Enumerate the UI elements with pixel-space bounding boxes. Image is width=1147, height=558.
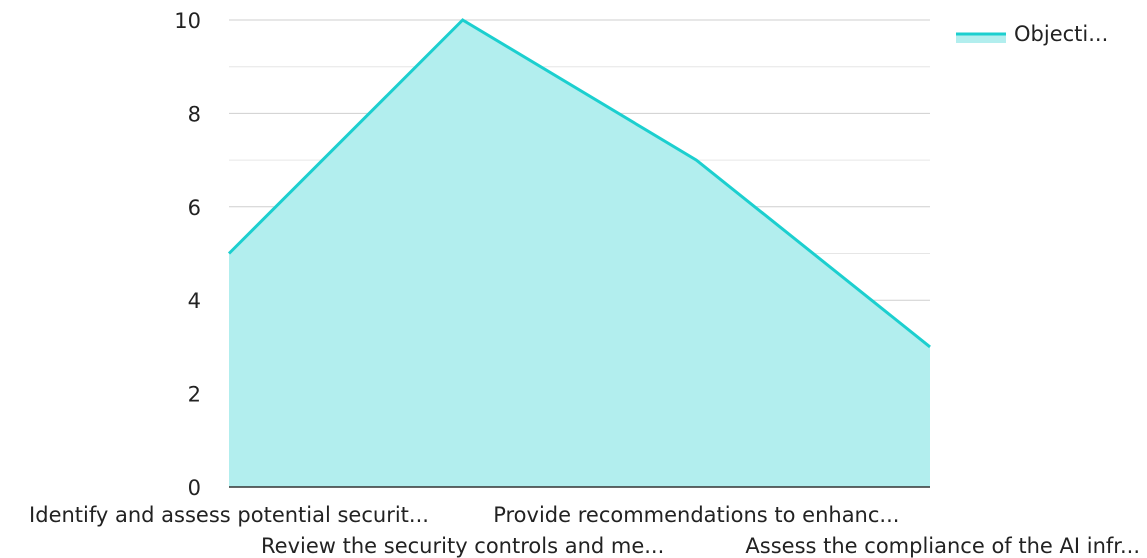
x-tick-label: Review the security controls and me... (261, 534, 664, 558)
y-tick-label: 8 (188, 102, 201, 126)
x-axis-ticks: Identify and assess potential securit...… (29, 503, 1140, 558)
y-tick-label: 6 (188, 196, 201, 220)
y-axis-ticks: 0 2 4 6 8 10 (174, 9, 201, 500)
y-tick-label: 4 (188, 289, 201, 313)
series-area-layer (227, 18, 931, 487)
legend-swatch-fill (956, 34, 1006, 43)
legend-label: Objecti... (1014, 22, 1108, 46)
y-tick-label: 0 (188, 476, 201, 500)
x-tick-label: Assess the compliance of the AI infr... (745, 534, 1140, 558)
y-tick-label: 2 (188, 383, 201, 407)
legend: Objecti... (956, 22, 1108, 46)
series-line (227, 18, 931, 349)
x-tick-label: Identify and assess potential securit... (29, 503, 429, 527)
series-area-fill (229, 20, 930, 487)
y-tick-label: 10 (174, 9, 201, 33)
x-tick-label: Provide recommendations to enhanc... (493, 503, 899, 527)
